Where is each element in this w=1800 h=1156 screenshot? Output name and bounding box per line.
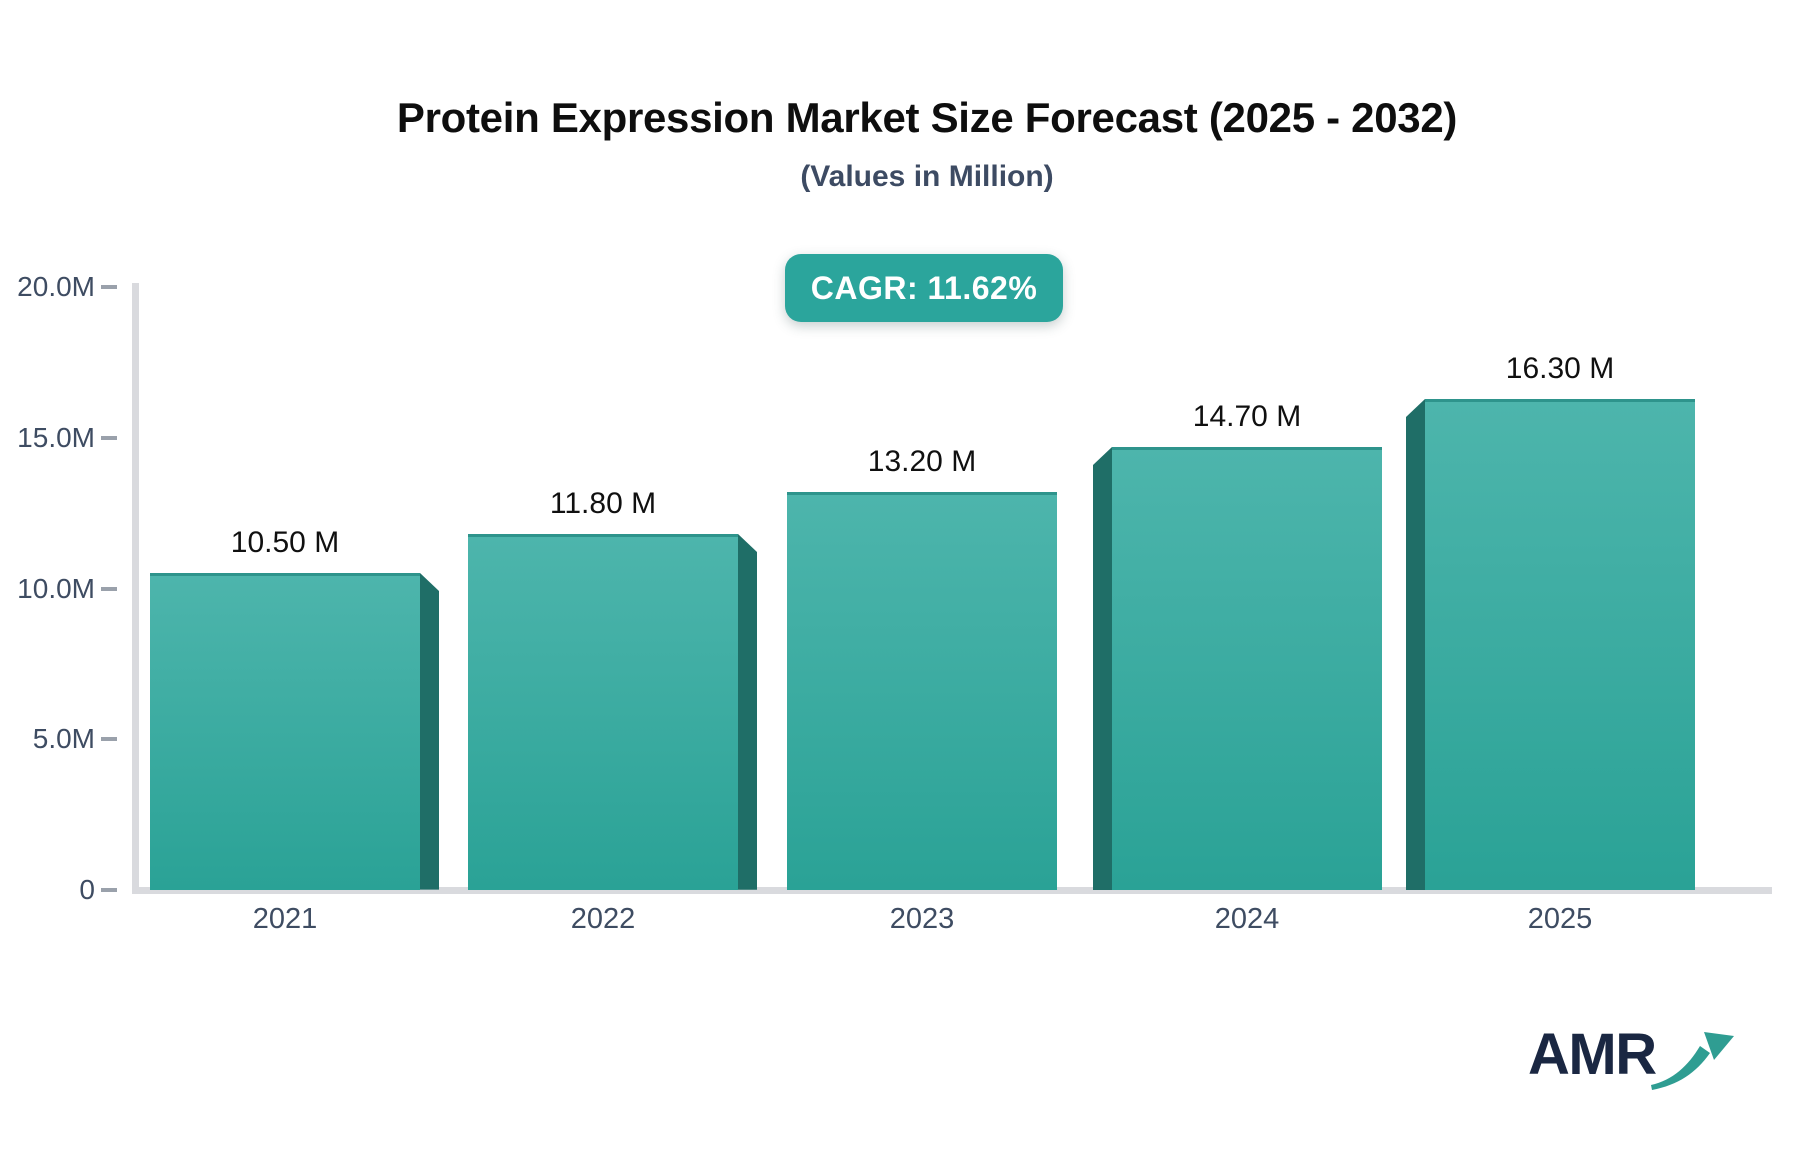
y-axis-tick-label: 0: [79, 874, 95, 905]
bar-value-label: 11.80 M: [549, 487, 657, 521]
y-axis-tick-label: 5.0M: [32, 723, 95, 755]
bar-value-label: 14.70 M: [1192, 399, 1302, 433]
x-axis-tick-label: 2024: [1214, 903, 1280, 935]
amr-logo-text: AMR: [1528, 1022, 1657, 1087]
amr-logo: AMR: [1528, 1026, 1740, 1100]
y-axis-line: [132, 283, 139, 893]
x-axis-tick-label: 2025: [1527, 903, 1593, 935]
chart-header: Protein Expression Market Size Forecast …: [27, 0, 1800, 194]
bar: [150, 573, 420, 890]
bar: [787, 492, 1057, 890]
chart-title: Protein Expression Market Size Forecast …: [396, 94, 1458, 141]
y-axis-tick-mark: [101, 586, 117, 591]
cagr-badge-label: CAGR: 11.62%: [810, 269, 1038, 306]
bar: [1112, 446, 1382, 890]
bar-3d-side: [1406, 398, 1425, 890]
bar: [1425, 398, 1695, 890]
bar-value-label: 13.20 M: [867, 445, 977, 479]
bar-3d-side: [738, 534, 757, 890]
bar-value-label: 16.30 M: [1505, 351, 1615, 385]
bar-value-label: 10.50 M: [230, 526, 340, 560]
x-axis-tick-label: 2021: [252, 903, 318, 935]
x-axis-tick-label: 2023: [889, 903, 955, 935]
y-axis-tick-label: 15.0M: [17, 421, 95, 453]
cagr-badge: CAGR: 11.62%: [785, 254, 1063, 322]
y-axis-tick-mark: [101, 435, 117, 440]
y-axis-tick-mark: [101, 737, 117, 742]
y-axis-tick-label: 10.0M: [17, 572, 95, 604]
chart-subtitle: (Values in Million): [800, 160, 1054, 193]
y-axis-tick-label: 20.0M: [17, 271, 95, 302]
x-axis-line: [132, 887, 1772, 894]
bar-3d-side: [420, 573, 439, 890]
x-axis-tick-label: 2022: [570, 903, 636, 935]
y-axis-tick-mark: [101, 888, 117, 892]
bar: [468, 534, 738, 890]
bar-3d-side: [1093, 446, 1112, 890]
y-axis-tick-mark: [101, 285, 117, 289]
growth-arrow-icon: [1650, 1032, 1734, 1090]
